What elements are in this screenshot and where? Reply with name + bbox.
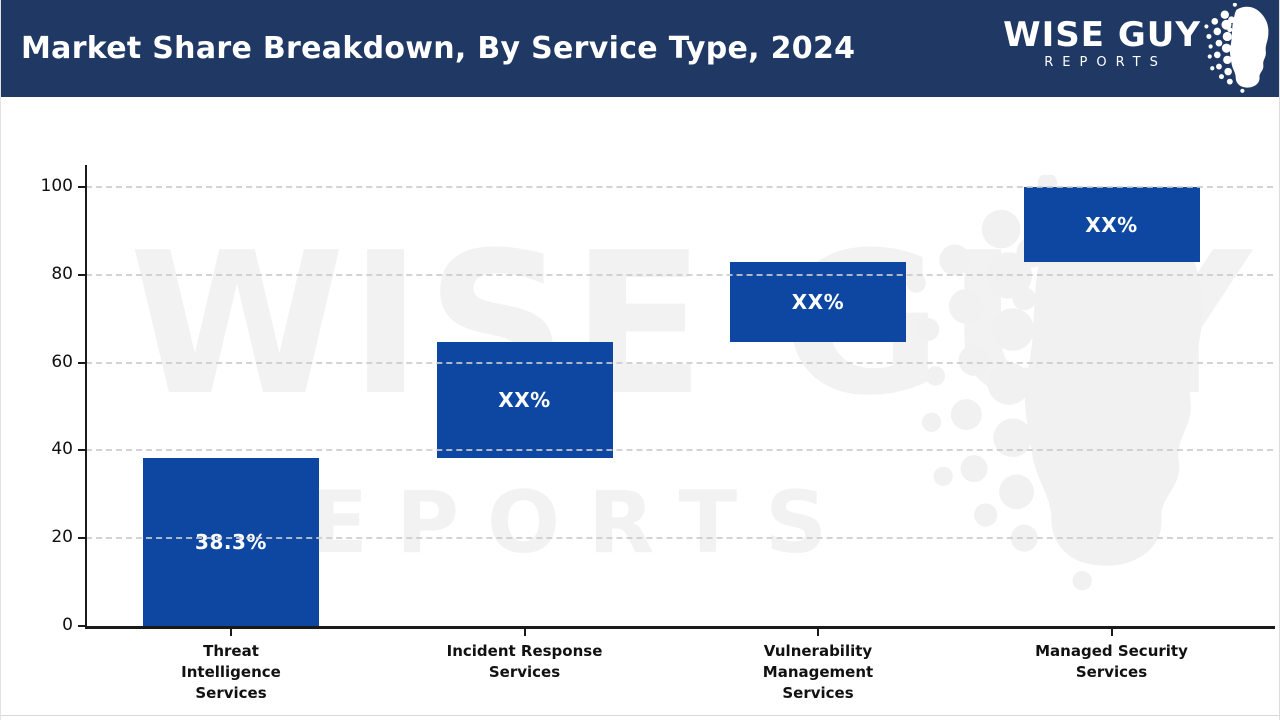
brand-name: WISE GUY <box>1003 15 1201 55</box>
x-category-label-line: Incident Response <box>446 642 603 660</box>
bar-value-label: XX% <box>791 290 845 315</box>
x-category-label: Managed Security Services <box>982 641 1242 683</box>
y-tick-label: 0 <box>62 615 73 635</box>
y-axis-line <box>85 165 87 629</box>
gridline-40 <box>86 449 1273 452</box>
x-tick-mark <box>1110 629 1113 636</box>
gridline-80 <box>86 273 1273 276</box>
x-category-label-line: Services <box>195 684 267 702</box>
y-tick-mark <box>78 625 86 627</box>
x-category-label-line: Services <box>488 663 561 681</box>
x-tick-mark <box>817 629 819 636</box>
dotted-head-icon <box>1204 3 1269 93</box>
x-category-label-line: Services <box>1075 663 1148 681</box>
x-tick-mark <box>230 629 232 636</box>
bar-segment: 38.3% <box>143 457 319 626</box>
y-tick-mark <box>78 537 86 540</box>
bar-segment: XX% <box>1023 187 1200 263</box>
y-tick-mark <box>78 186 86 188</box>
header-bar: Market Share Breakdown, By Service Type,… <box>1 0 1279 97</box>
bar-value-label: XX% <box>1085 212 1138 237</box>
y-tick-label: 60 <box>51 351 73 372</box>
gridline-100 <box>86 186 1273 188</box>
brand-subname: REPORTS <box>1044 55 1167 70</box>
x-category-label-line: Intelligence <box>181 663 281 681</box>
x-category-label-line: Services <box>782 684 854 702</box>
brand-logo-text: WISE GUY REPORTS <box>1003 15 1201 71</box>
y-tick-label: 100 <box>40 176 73 196</box>
y-tick-label: 20 <box>51 527 73 548</box>
y-tick-mark <box>78 361 86 364</box>
x-category-label: Threat Intelligence Services <box>101 641 361 704</box>
gridline-20 <box>86 537 1273 540</box>
y-tick-label: 80 <box>51 263 73 284</box>
bar-value-label: XX% <box>498 388 551 413</box>
y-tick-mark <box>78 273 86 276</box>
x-axis-line <box>85 626 1275 629</box>
x-category-label: Incident Response Services <box>395 641 655 683</box>
brand-logo: WISE GUY REPORTS <box>1003 0 1279 97</box>
x-category-label-line: Vulnerability <box>763 642 873 660</box>
x-category-label-line: Threat <box>203 642 259 660</box>
bar-value-label: 38.3% <box>195 529 267 554</box>
gridline-60 <box>86 361 1273 364</box>
bar-segment: XX% <box>436 342 613 458</box>
y-tick-mark <box>78 449 86 452</box>
x-category-label-line: Management <box>762 663 874 681</box>
x-category-label-line: Managed Security <box>1035 642 1188 660</box>
page-title: Market Share Breakdown, By Service Type,… <box>21 31 856 66</box>
bottom-divider <box>1 715 1279 716</box>
x-category-label: Vulnerability Management Services <box>688 641 948 704</box>
x-tick-mark <box>523 629 526 636</box>
y-tick-label: 40 <box>51 439 73 460</box>
